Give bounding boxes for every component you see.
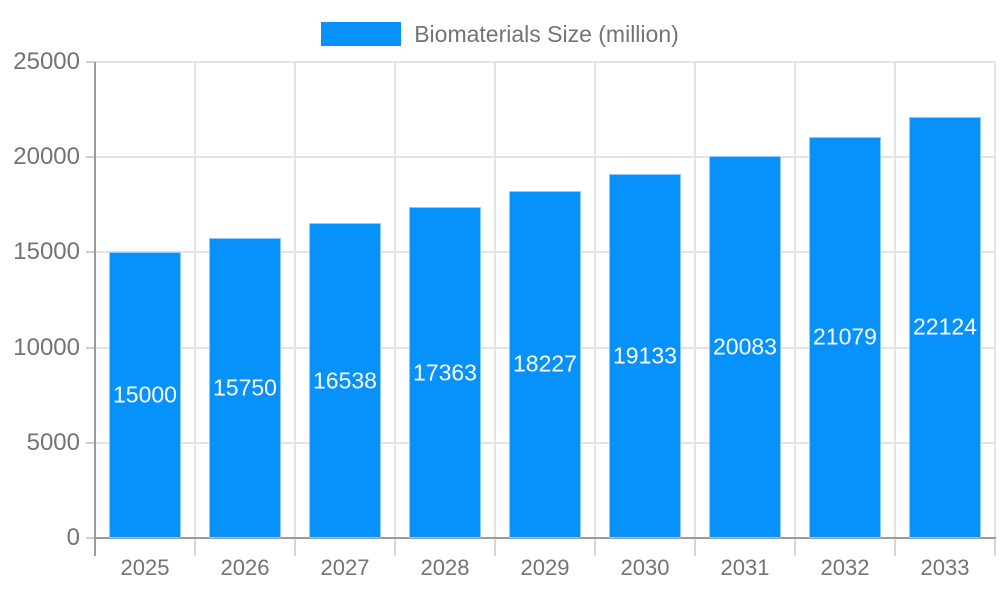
legend-swatch[interactable] (321, 22, 402, 46)
bar[interactable] (809, 136, 881, 538)
bar[interactable] (209, 238, 281, 538)
x-tick-label: 2032 (820, 555, 870, 580)
y-tick-mark (86, 156, 95, 159)
x-tick-label: 2033 (920, 555, 970, 580)
x-tick-mark (694, 538, 696, 556)
v-gridline (294, 62, 296, 538)
x-tick-label: 2031 (720, 555, 770, 580)
x-tick-label: 2025 (120, 555, 170, 580)
v-gridline (894, 62, 896, 538)
x-tick-mark (994, 538, 996, 556)
x-tick-label: 2029 (520, 555, 570, 580)
bar[interactable] (909, 116, 981, 538)
y-tick-mark (86, 61, 95, 63)
legend[interactable]: Biomaterials Size (million) (0, 20, 1000, 48)
y-tick-label: 10000 (13, 333, 80, 361)
bar[interactable] (309, 223, 381, 538)
x-tick-mark (794, 538, 796, 556)
bar-value-label: 22124 (913, 313, 977, 340)
x-tick-label: 2027 (320, 555, 370, 580)
bar-value-label: 19133 (613, 342, 677, 369)
y-tick-mark (86, 346, 95, 349)
bar-value-label: 15750 (213, 374, 277, 401)
x-tick-label: 2028 (420, 555, 470, 580)
y-tick-mark (86, 251, 95, 254)
x-tick-label: 2026 (220, 555, 270, 580)
y-tick-label: 15000 (13, 238, 80, 266)
y-tick-mark (86, 537, 95, 539)
y-tick-label: 5000 (26, 428, 80, 456)
x-tick-mark (194, 538, 196, 556)
x-tick-mark (294, 538, 296, 556)
v-gridline (794, 62, 796, 538)
v-gridline (394, 62, 396, 538)
y-axis-line (94, 62, 96, 556)
v-gridline (194, 62, 196, 538)
bar-value-label: 21079 (813, 323, 877, 350)
bar[interactable] (409, 207, 481, 538)
y-tick-label: 25000 (13, 48, 80, 75)
x-tick-mark (594, 538, 596, 556)
bar[interactable] (709, 155, 781, 538)
x-tick-label: 2030 (620, 555, 670, 580)
h-gridline (95, 156, 995, 159)
bar[interactable] (609, 173, 681, 538)
y-tick-label: 20000 (13, 143, 80, 171)
x-axis-line (94, 537, 996, 539)
bar-value-label: 17363 (413, 359, 477, 386)
v-gridline (494, 62, 496, 538)
bar-value-label: 16538 (313, 367, 377, 394)
bar[interactable] (109, 252, 181, 538)
bar[interactable] (509, 190, 581, 538)
v-gridline (594, 62, 596, 538)
x-tick-mark (494, 538, 496, 556)
y-tick-label: 0 (66, 524, 80, 551)
x-tick-mark (894, 538, 896, 556)
x-tick-mark (394, 538, 396, 556)
bar-value-label: 18227 (513, 350, 577, 377)
v-gridline (994, 62, 996, 538)
h-gridline (95, 61, 995, 63)
legend-label[interactable]: Biomaterials Size (million) (414, 21, 679, 47)
bar-value-label: 15000 (113, 381, 177, 408)
plot-area: 0 5000 10000 15000 20000 25000 15000 2025 15750 2… (13, 48, 996, 580)
bar-value-label: 20083 (713, 333, 777, 360)
y-tick-mark (86, 441, 95, 444)
v-gridline (694, 62, 696, 538)
